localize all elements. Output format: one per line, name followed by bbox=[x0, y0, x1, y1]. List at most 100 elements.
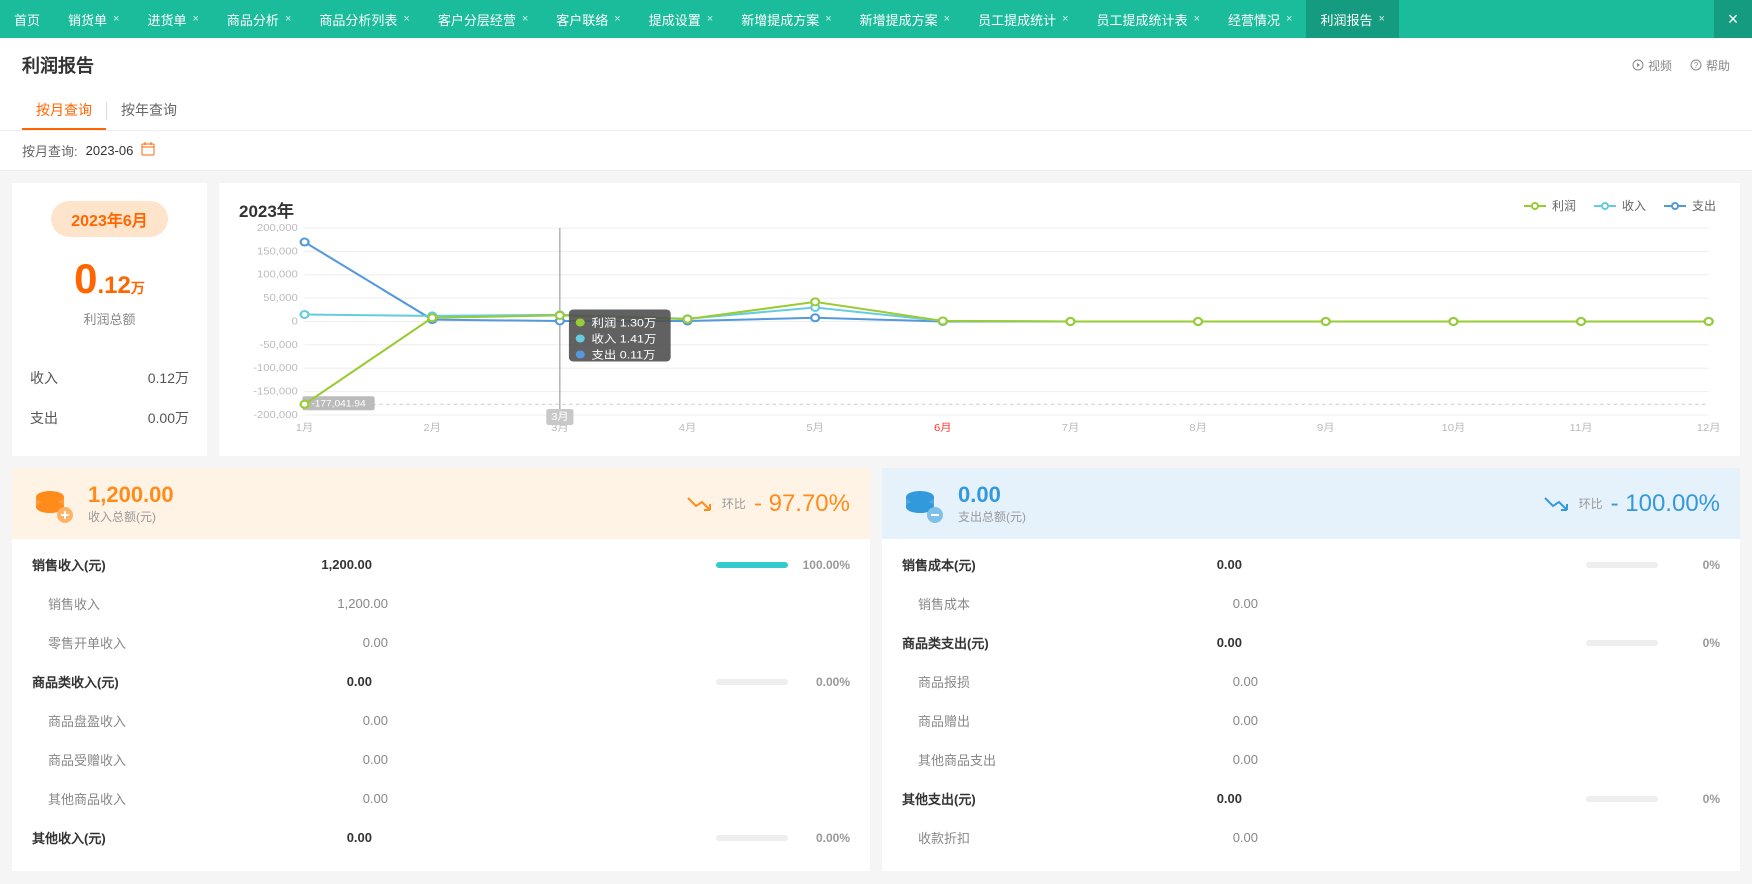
detail-bar-bg bbox=[716, 835, 788, 841]
tab-close-icon[interactable]: × bbox=[825, 13, 831, 25]
svg-text:2月: 2月 bbox=[423, 423, 441, 434]
video-link[interactable]: 视频 bbox=[1632, 57, 1672, 74]
detail-value: 0.00 bbox=[1138, 674, 1258, 689]
detail-bar-wrap: 0.00% bbox=[372, 831, 850, 845]
help-link[interactable]: ? 帮助 bbox=[1690, 57, 1730, 74]
page-title: 利润报告 bbox=[22, 52, 94, 78]
tab-close-icon[interactable]: × bbox=[1194, 13, 1200, 25]
top-tab[interactable]: 利润报告× bbox=[1306, 0, 1398, 38]
detail-label: 商品类支出(元) bbox=[902, 633, 1122, 652]
expense-sub: 支出总额(元) bbox=[958, 508, 1026, 525]
top-tab[interactable]: 新增提成方案× bbox=[846, 0, 964, 38]
svg-text:-200,000: -200,000 bbox=[253, 410, 298, 421]
legend-item[interactable]: 收入 bbox=[1594, 197, 1646, 214]
chart-title: 2023年 bbox=[239, 197, 1720, 222]
income-panel: 1,200.00 收入总额(元) 环比 - 97.70% 销售收入(元)1,20… bbox=[12, 468, 870, 871]
detail-pct: 0.00% bbox=[798, 831, 850, 845]
tab-close-icon[interactable]: × bbox=[1286, 13, 1292, 25]
top-tab[interactable]: 员工提成统计表× bbox=[1083, 0, 1214, 38]
filter-date-value[interactable]: 2023-06 bbox=[86, 143, 134, 158]
inner-tab[interactable]: 按月查询 bbox=[22, 92, 106, 130]
svg-text:8月: 8月 bbox=[1189, 423, 1207, 434]
tab-close-icon[interactable]: × bbox=[707, 13, 713, 25]
summary-income-row: 收入 0.12万 bbox=[30, 358, 189, 398]
detail-label: 其他支出(元) bbox=[902, 789, 1122, 808]
close-all-tabs-button[interactable]: × bbox=[1714, 0, 1752, 38]
svg-text:0: 0 bbox=[291, 316, 297, 327]
top-tab[interactable]: 新增提成方案× bbox=[727, 0, 845, 38]
svg-text:12月: 12月 bbox=[1697, 423, 1720, 434]
tab-close-icon[interactable]: × bbox=[614, 13, 620, 25]
tab-close-icon[interactable]: × bbox=[522, 13, 528, 25]
detail-value: 1,200.00 bbox=[252, 557, 372, 572]
detail-value: 0.00 bbox=[1122, 557, 1242, 572]
svg-text:150,000: 150,000 bbox=[257, 246, 298, 257]
top-tab-bar: 首页销货单×进货单×商品分析×商品分析列表×客户分层经营×客户联络×提成设置×新… bbox=[0, 0, 1752, 38]
detail-value: 0.00 bbox=[268, 713, 388, 728]
top-tab[interactable]: 员工提成统计× bbox=[964, 0, 1082, 38]
tab-close-icon[interactable]: × bbox=[1378, 13, 1384, 25]
legend-item[interactable]: 支出 bbox=[1664, 197, 1716, 214]
page-actions: 视频 ? 帮助 bbox=[1632, 57, 1730, 74]
line-chart[interactable]: 200,000150,000100,00050,0000-50,000-100,… bbox=[239, 222, 1720, 437]
inner-tabs: 按月查询按年查询 bbox=[22, 92, 1730, 130]
detail-row: 销售收入(元)1,200.00100.00% bbox=[32, 545, 850, 584]
top-tab[interactable]: 首页 bbox=[0, 0, 54, 38]
top-tab[interactable]: 提成设置× bbox=[635, 0, 727, 38]
top-tab[interactable]: 经营情况× bbox=[1214, 0, 1306, 38]
svg-text:10月: 10月 bbox=[1441, 423, 1465, 434]
detail-label: 商品报损 bbox=[918, 672, 1138, 691]
legend-item[interactable]: 利润 bbox=[1524, 197, 1576, 214]
summary-expense-label: 支出 bbox=[30, 408, 58, 428]
svg-text:?: ? bbox=[1694, 61, 1699, 70]
detail-bar-bg bbox=[1586, 562, 1658, 568]
income-detail: 销售收入(元)1,200.00100.00%销售收入1,200.00零售开单收入… bbox=[12, 539, 870, 871]
page-header: 利润报告 视频 ? 帮助 按月查询按年查询 bbox=[0, 38, 1752, 131]
detail-row: 其他商品收入0.00 bbox=[32, 779, 850, 818]
detail-label: 商品盘盈收入 bbox=[48, 711, 268, 730]
legend-label: 支出 bbox=[1692, 197, 1716, 214]
detail-value: 1,200.00 bbox=[268, 596, 388, 611]
detail-pct: 100.00% bbox=[798, 558, 850, 572]
tab-close-icon[interactable]: × bbox=[113, 13, 119, 25]
inner-tab[interactable]: 按年查询 bbox=[107, 92, 191, 130]
income-ratio-label: 环比 bbox=[722, 495, 746, 512]
top-tab[interactable]: 销货单× bbox=[54, 0, 133, 38]
chart-card: 2023年 利润收入支出 200,000150,000100,00050,000… bbox=[219, 183, 1740, 456]
detail-label: 销售成本 bbox=[918, 594, 1138, 613]
detail-row: 商品报损0.00 bbox=[902, 662, 1720, 701]
expense-ratio-value: - 100.00% bbox=[1611, 490, 1720, 518]
calendar-icon[interactable] bbox=[141, 142, 155, 159]
tab-close-icon[interactable]: × bbox=[944, 13, 950, 25]
profit-int: 0 bbox=[74, 255, 97, 302]
svg-text:利润 1.30万: 利润 1.30万 bbox=[592, 316, 657, 329]
expense-ratio-label: 环比 bbox=[1579, 495, 1603, 512]
top-tab[interactable]: 商品分析× bbox=[213, 0, 305, 38]
detail-bar-wrap: 0% bbox=[1242, 558, 1720, 572]
detail-row: 其他支出(元)0.000% bbox=[902, 779, 1720, 818]
svg-text:9月: 9月 bbox=[1317, 423, 1335, 434]
top-tab[interactable]: 商品分析列表× bbox=[305, 0, 423, 38]
filter-bar: 按月查询: 2023-06 bbox=[0, 131, 1752, 171]
detail-value: 0.00 bbox=[1138, 830, 1258, 845]
filter-label: 按月查询: bbox=[22, 141, 78, 160]
detail-value: 0.00 bbox=[252, 830, 372, 845]
top-tab[interactable]: 进货单× bbox=[133, 0, 212, 38]
top-tab[interactable]: 客户联络× bbox=[542, 0, 634, 38]
top-tab[interactable]: 客户分层经营× bbox=[424, 0, 542, 38]
tab-close-icon[interactable]: × bbox=[285, 13, 291, 25]
detail-row: 商品受赠收入0.00 bbox=[32, 740, 850, 779]
svg-text:4月: 4月 bbox=[679, 423, 697, 434]
detail-label: 其他收入(元) bbox=[32, 828, 252, 847]
tab-close-icon[interactable]: × bbox=[192, 13, 198, 25]
summary-date-pill: 2023年6月 bbox=[51, 201, 168, 237]
detail-value: 0.00 bbox=[1138, 596, 1258, 611]
svg-text:100,000: 100,000 bbox=[257, 269, 298, 280]
detail-label: 其他商品收入 bbox=[48, 789, 268, 808]
svg-text:-50,000: -50,000 bbox=[259, 339, 297, 350]
tab-close-icon[interactable]: × bbox=[403, 13, 409, 25]
svg-text:1月: 1月 bbox=[296, 423, 314, 434]
video-label: 视频 bbox=[1648, 57, 1672, 74]
detail-bar-bg bbox=[1586, 796, 1658, 802]
tab-close-icon[interactable]: × bbox=[1062, 13, 1068, 25]
